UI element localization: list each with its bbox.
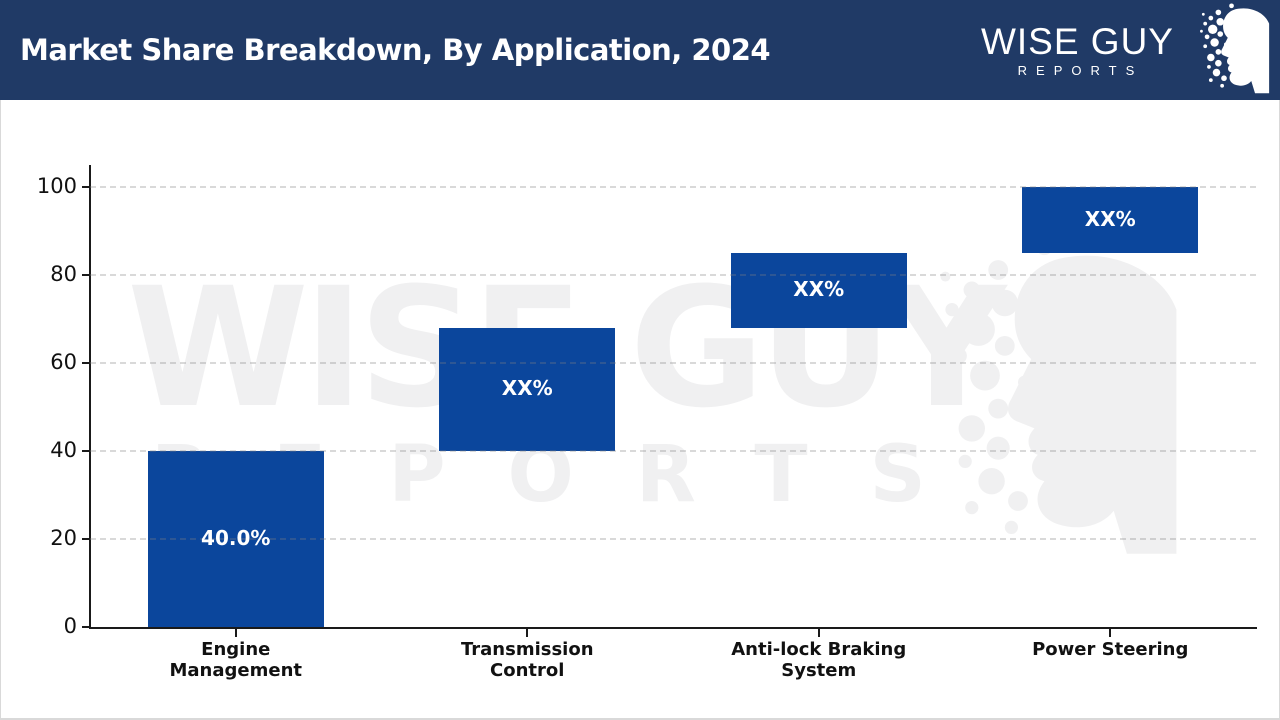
header-band: Market Share Breakdown, By Application, … (0, 0, 1280, 100)
x-category-label: Transmission Control (460, 639, 594, 681)
logo-text: WISE GUY REPORTS (981, 23, 1174, 77)
chart-title: Market Share Breakdown, By Application, … (20, 33, 771, 67)
bar-value-label: XX% (1084, 207, 1136, 231)
bar-value-label: XX% (793, 277, 845, 302)
y-tick-mark (82, 274, 89, 276)
y-axis-spine (89, 165, 91, 629)
gridline-100 (90, 186, 1256, 188)
gridline-40 (90, 450, 1256, 452)
y-tick-label: 0 (63, 614, 77, 638)
bar-value-label: 40.0% (201, 526, 271, 550)
y-tick-label: 40 (50, 438, 77, 462)
bar-3 (1022, 187, 1199, 253)
y-tick-label: 20 (50, 526, 77, 550)
wise-guy-logo: WISE GUY REPORTS (981, 0, 1272, 100)
y-tick-mark (82, 450, 89, 452)
y-tick-mark (82, 626, 89, 628)
x-category-label: Engine Management (169, 639, 303, 681)
y-tick-mark (82, 186, 89, 188)
chart-canvas: WISE GUY REPORTS 0 20 40 60 80 100 40.0% Engine… (0, 100, 1280, 720)
y-tick-mark (82, 538, 89, 540)
x-tick-mark (1109, 629, 1112, 637)
y-tick-label: 100 (36, 174, 77, 198)
x-tick-mark (234, 629, 237, 637)
bar-value-label: XX% (501, 376, 553, 401)
y-tick-mark (82, 362, 89, 364)
x-axis-spine (89, 627, 1257, 629)
y-tick-label: 80 (50, 262, 77, 286)
x-category-label: Power Steering (1032, 639, 1189, 660)
logo-tagline: REPORTS (1017, 63, 1144, 78)
y-tick-label: 60 (50, 350, 77, 374)
bar-2 (730, 253, 907, 328)
gridline-60 (90, 362, 1256, 364)
x-category-label: Anti-lock Braking System (731, 639, 907, 681)
gridline-80 (90, 274, 1256, 276)
x-tick-mark (817, 629, 820, 637)
gridline-20 (90, 538, 1256, 540)
bar-0 (147, 451, 324, 627)
logo-name: WISE GUY (980, 21, 1174, 62)
logo-head-icon (1176, 3, 1272, 97)
x-tick-mark (526, 629, 529, 637)
bar-1 (439, 327, 616, 451)
